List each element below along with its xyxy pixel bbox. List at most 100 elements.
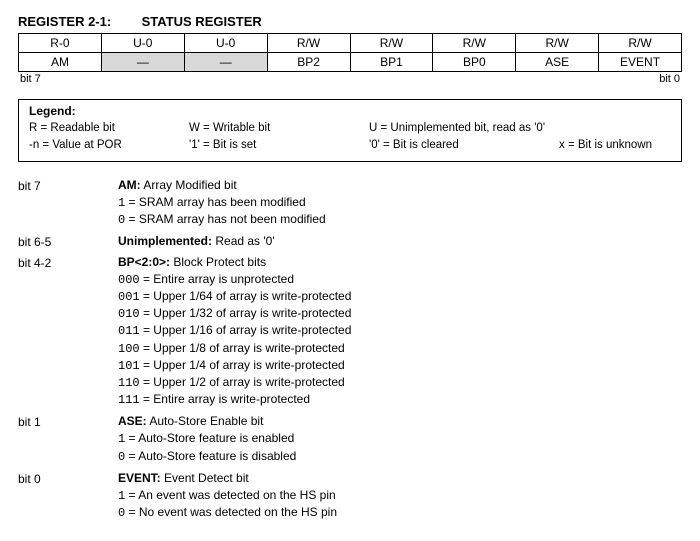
bit-body: EVENT: Event Detect bit 1 = An event was …: [118, 471, 682, 521]
bit-values: 1 = Auto-Store feature is enabled0 = Aut…: [118, 430, 682, 464]
bit-header: ASE: Auto-Store Enable bit: [118, 414, 682, 428]
bit-header: EVENT: Event Detect bit: [118, 471, 682, 485]
bit-value-row: 110 = Upper 1/2 of array is write-protec…: [118, 374, 682, 391]
register-label: REGISTER 2-1:: [18, 14, 138, 29]
register-attr-cell: R/W: [433, 34, 516, 53]
legend-blank: [559, 120, 671, 137]
bit-body: ASE: Auto-Store Enable bit 1 = Auto-Store…: [118, 414, 682, 464]
bit-value-text: = Upper 1/32 of array is write-protected: [140, 306, 352, 320]
bit-value-code: 011: [118, 324, 140, 338]
bit-value-code: 000: [118, 273, 140, 287]
register-attr-cell: R/W: [267, 34, 350, 53]
bit-value-row: 0 = SRAM array has not been modified: [118, 211, 682, 228]
bit-range: bit 7 bit 0: [18, 72, 682, 85]
bit-description: bit 4-2BP<2:0>: Block Protect bits 000 = …: [18, 255, 682, 409]
legend-box: Legend: R = Readable bit W = Writable bi…: [18, 99, 682, 162]
legend-row-1: R = Readable bit W = Writable bit U = Un…: [29, 120, 671, 137]
register-table: R-0U-0U-0R/WR/WR/WR/WR/W AM——BP2BP1BP0AS…: [18, 33, 682, 72]
register-name-cell: BP0: [433, 53, 516, 72]
bit-descriptions: bit 7AM: Array Modified bit 1 = SRAM arra…: [18, 178, 682, 522]
bit-label: bit 6-5: [18, 234, 118, 249]
bit-values: 1 = An event was detected on the HS pin0…: [118, 487, 682, 521]
bit-value-text: = Upper 1/64 of array is write-protected: [140, 289, 352, 303]
bit-value-text: = Upper 1/16 of array is write-protected: [140, 323, 352, 337]
bit-value-row: 1 = An event was detected on the HS pin: [118, 487, 682, 504]
bit-value-row: 0 = No event was detected on the HS pin: [118, 504, 682, 521]
register-name-cell: AM: [19, 53, 102, 72]
register-name-row: AM——BP2BP1BP0ASEEVENT: [19, 53, 682, 72]
bit-value-row: 000 = Entire array is unprotected: [118, 271, 682, 288]
bit-value-text: = An event was detected on the HS pin: [125, 488, 335, 502]
bit-value-row: 1 = Auto-Store feature is enabled: [118, 430, 682, 447]
bit-value-row: 0 = Auto-Store feature is disabled: [118, 448, 682, 465]
bit-name: EVENT:: [118, 471, 161, 485]
legend-row-2: -n = Value at POR '1' = Bit is set '0' =…: [29, 137, 671, 154]
bit-low: bit 0: [659, 73, 680, 85]
register-attr-row: R-0U-0U-0R/WR/WR/WR/WR/W: [19, 34, 682, 53]
bit-title: Block Protect bits: [170, 255, 266, 269]
bit-value-text: = No event was detected on the HS pin: [125, 505, 337, 519]
legend-x: x = Bit is unknown: [559, 137, 671, 154]
register-name-cell: —: [101, 53, 184, 72]
bit-value-row: 100 = Upper 1/8 of array is write-protec…: [118, 340, 682, 357]
register-name-cell: —: [184, 53, 267, 72]
bit-value-text: = SRAM array has not been modified: [125, 212, 325, 226]
bit-title: Event Detect bit: [161, 471, 249, 485]
bit-description: bit 1ASE: Auto-Store Enable bit 1 = Auto-…: [18, 414, 682, 464]
bit-label: bit 1: [18, 414, 118, 464]
bit-name: BP<2:0>:: [118, 255, 170, 269]
bit-values: 000 = Entire array is unprotected001 = U…: [118, 271, 682, 409]
register-name-cell: EVENT: [599, 53, 682, 72]
legend-u: U = Unimplemented bit, read as '0': [369, 120, 559, 137]
register-attr-cell: U-0: [101, 34, 184, 53]
legend-title: Legend:: [29, 104, 671, 118]
bit-value-code: 101: [118, 359, 140, 373]
bit-header: Unimplemented: Read as '0': [118, 234, 682, 248]
bit-value-code: 001: [118, 290, 140, 304]
bit-title: Auto-Store Enable bit: [147, 414, 264, 428]
bit-body: BP<2:0>: Block Protect bits 000 = Entire …: [118, 255, 682, 409]
bit-label: bit 7: [18, 178, 118, 228]
bit-description: bit 0EVENT: Event Detect bit 1 = An event…: [18, 471, 682, 521]
bit-name: ASE:: [118, 414, 147, 428]
register-attr-cell: R/W: [599, 34, 682, 53]
bit-label: bit 0: [18, 471, 118, 521]
register-name-cell: BP1: [350, 53, 433, 72]
bit-value-row: 011 = Upper 1/16 of array is write-prote…: [118, 322, 682, 339]
register-attr-cell: R-0: [19, 34, 102, 53]
bit-value-text: = Entire array is write-protected: [140, 392, 310, 406]
bit-value-code: 010: [118, 307, 140, 321]
bit-value-text: = Upper 1/2 of array is write-protected: [140, 375, 345, 389]
bit-name: Unimplemented:: [118, 234, 212, 248]
bit-description: bit 7AM: Array Modified bit 1 = SRAM arra…: [18, 178, 682, 228]
bit-value-code: 100: [118, 342, 140, 356]
bit-label: bit 4-2: [18, 255, 118, 409]
bit-title: Read as '0': [212, 234, 275, 248]
legend-w: W = Writable bit: [189, 120, 369, 137]
bit-value-row: 101 = Upper 1/4 of array is write-protec…: [118, 357, 682, 374]
bit-value-text: = Entire array is unprotected: [140, 272, 294, 286]
legend-r: R = Readable bit: [29, 120, 189, 137]
register-name-cell: BP2: [267, 53, 350, 72]
bit-high: bit 7: [20, 73, 41, 85]
register-name: STATUS REGISTER: [142, 14, 262, 29]
bit-header: AM: Array Modified bit: [118, 178, 682, 192]
bit-value-text: = Upper 1/4 of array is write-protected: [140, 358, 345, 372]
bit-values: 1 = SRAM array has been modified0 = SRAM…: [118, 194, 682, 228]
register-attr-cell: R/W: [350, 34, 433, 53]
bit-name: AM:: [118, 178, 141, 192]
bit-value-row: 1 = SRAM array has been modified: [118, 194, 682, 211]
bit-value-row: 001 = Upper 1/64 of array is write-prote…: [118, 288, 682, 305]
bit-value-code: 111: [118, 393, 140, 407]
bit-description: bit 6-5Unimplemented: Read as '0': [18, 234, 682, 249]
bit-header: BP<2:0>: Block Protect bits: [118, 255, 682, 269]
bit-value-row: 010 = Upper 1/32 of array is write-prote…: [118, 305, 682, 322]
bit-value-text: = SRAM array has been modified: [125, 195, 305, 209]
bit-body: Unimplemented: Read as '0': [118, 234, 682, 249]
bit-value-text: = Upper 1/8 of array is write-protected: [140, 341, 345, 355]
legend-1: '1' = Bit is set: [189, 137, 369, 154]
bit-value-text: = Auto-Store feature is disabled: [125, 449, 296, 463]
register-title: REGISTER 2-1: STATUS REGISTER: [18, 14, 682, 29]
legend-0: '0' = Bit is cleared: [369, 137, 559, 154]
register-name-cell: ASE: [516, 53, 599, 72]
